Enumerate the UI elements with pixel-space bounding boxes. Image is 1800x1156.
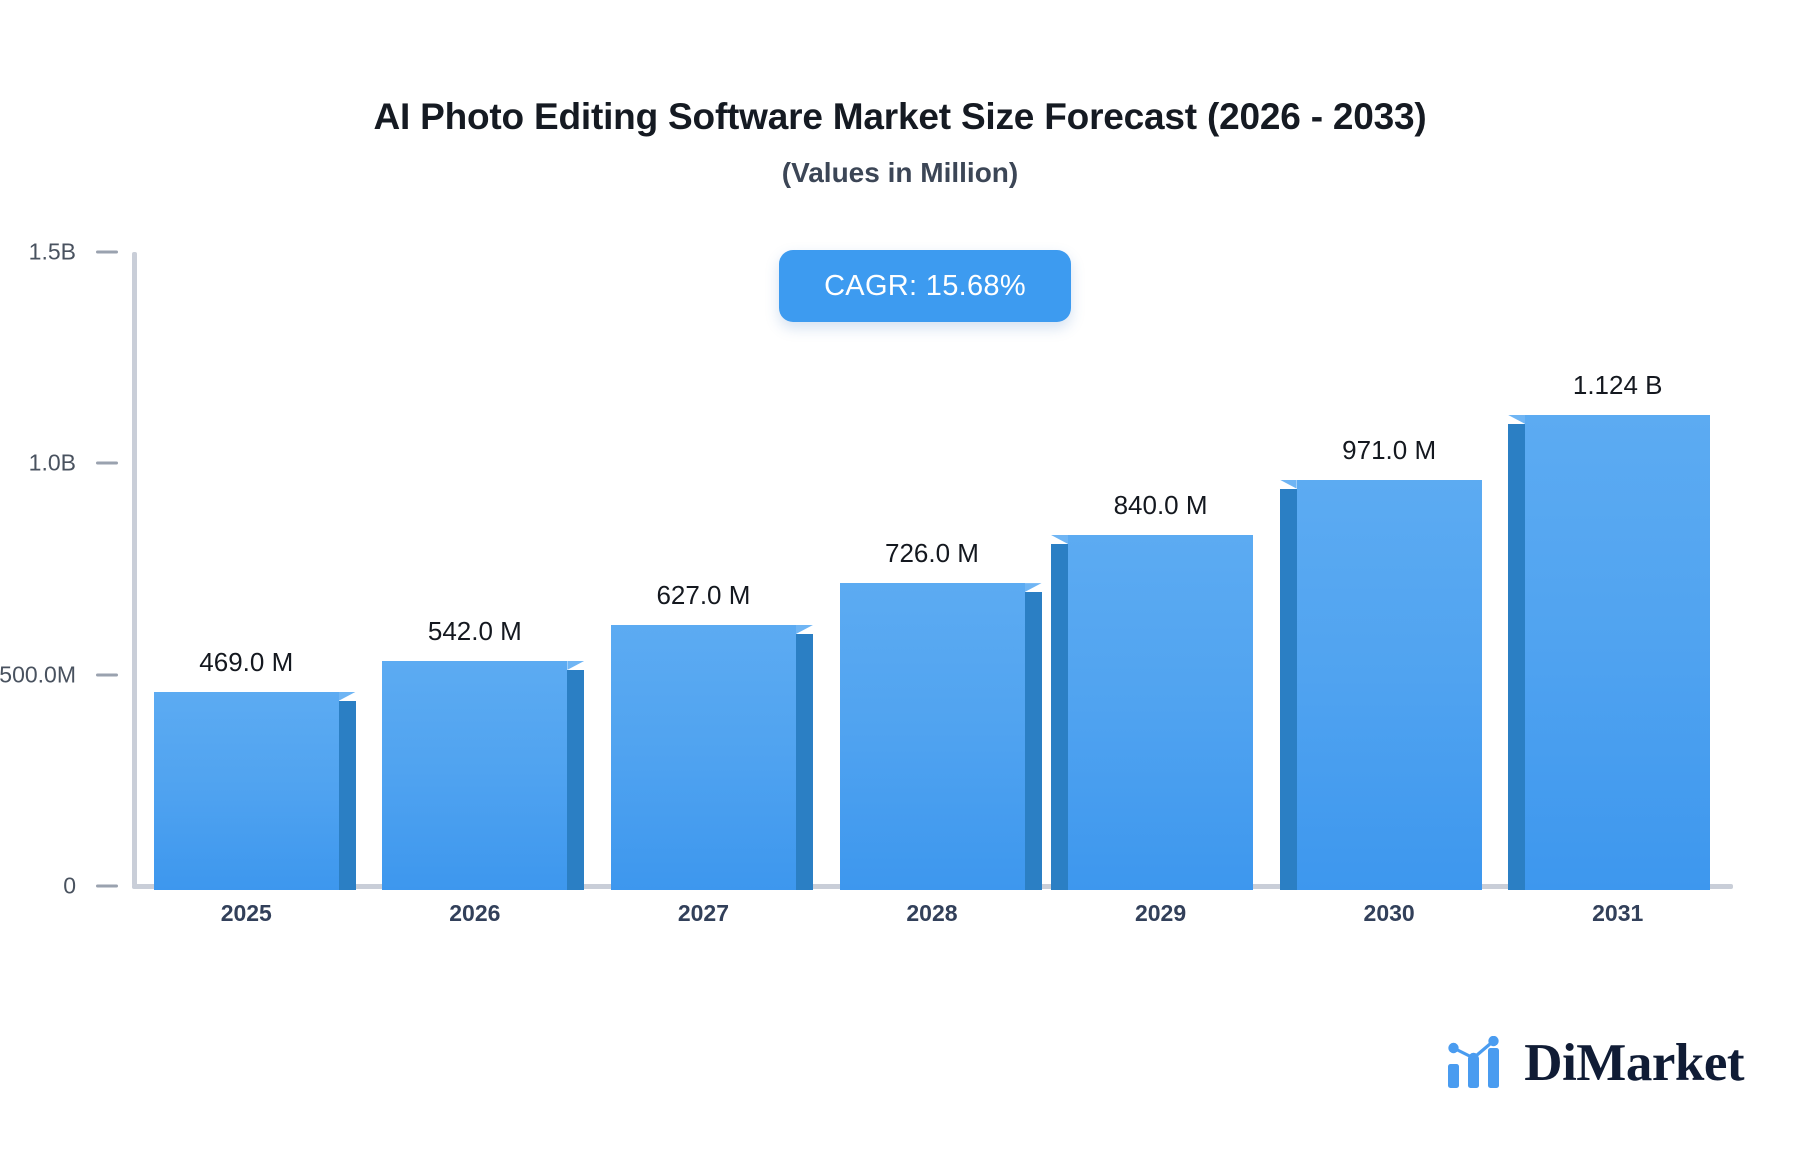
bar-front-face [1296, 479, 1482, 890]
y-axis-tick-mark [96, 884, 118, 888]
brand-watermark: DiMarket [1446, 1036, 1744, 1090]
y-axis-tick-label: 0 [63, 872, 76, 899]
bar-2031[interactable]: 1.124 B [1508, 370, 1711, 890]
bar-value-label: 840.0 M [1113, 489, 1208, 520]
bar-front-face [1525, 414, 1711, 890]
x-axis-label-2025: 2025 [220, 900, 272, 926]
y-axis-tick-label: 1.5B [28, 238, 76, 265]
x-axis-label-2031: 2031 [1592, 900, 1644, 926]
bar-value-label: 469.0 M [199, 646, 294, 677]
bar-side-face [1051, 543, 1069, 890]
bar-2026[interactable]: 542.0 M [382, 616, 585, 890]
chart-title: AI Photo Editing Software Market Size Fo… [373, 96, 1427, 137]
bar-value-label: 542.0 M [427, 615, 522, 646]
bar-2025[interactable]: 469.0 M [153, 647, 356, 890]
bar-front-face [382, 660, 568, 890]
bar-top-face [795, 625, 813, 634]
y-axis-tick-label: 500.0M [0, 661, 76, 688]
x-axis-label-2027: 2027 [677, 900, 729, 926]
cagr-badge-label: CAGR: 15.68% [824, 269, 1026, 302]
cagr-badge: CAGR: 15.68% [779, 250, 1071, 322]
bar-side-face [795, 634, 813, 890]
x-axis-label-2028: 2028 [906, 900, 958, 926]
bar-front-face [839, 583, 1025, 890]
bar-2030[interactable]: 971.0 M [1279, 435, 1482, 890]
chart-subtitle: (Values in Million) [781, 156, 1019, 188]
title-block: AI Photo Editing Software Market Size Fo… [0, 96, 1800, 189]
bar-top-face [1279, 479, 1297, 489]
bar-front-face [1068, 534, 1254, 890]
bar-chart-trend-icon [1446, 1036, 1508, 1090]
bar-front-face [610, 625, 796, 890]
bar-top-face [567, 660, 585, 670]
bar-2027[interactable]: 627.0 M [610, 580, 813, 890]
bar-side-face [1279, 488, 1297, 890]
x-axis-label-2026: 2026 [449, 900, 501, 926]
bar-top-face [338, 691, 356, 701]
bar-top-face [1024, 583, 1042, 593]
y-axis-tick-mark [96, 461, 118, 465]
bar-value-label: 726.0 M [885, 538, 979, 569]
y-axis-tick-mark [96, 673, 118, 677]
brand-name: DiMarket [1524, 1033, 1744, 1092]
x-axis-label-2029: 2029 [1134, 900, 1187, 926]
bar-side-face [338, 700, 356, 890]
bar-side-face [1024, 592, 1042, 890]
x-axis-label-2030: 2030 [1363, 900, 1415, 926]
bar-value-label: 1.124 B [1572, 369, 1663, 400]
y-axis-tick-mark [96, 250, 118, 254]
bar-2028[interactable]: 726.0 M [839, 538, 1042, 890]
bar-value-label: 627.0 M [656, 580, 751, 610]
bar-front-face [153, 691, 339, 890]
bar-side-face [567, 669, 585, 890]
bar-2029[interactable]: 840.0 M [1051, 490, 1254, 890]
bar-side-face [1508, 423, 1526, 890]
plot-area: 469.0 M 542.0 M 627.0 M 726.0 M 840.0 M 971.0… [132, 248, 1732, 890]
bar-top-face [1051, 534, 1069, 544]
bar-value-label: 971.0 M [1342, 434, 1437, 465]
y-axis-line [132, 252, 137, 886]
y-axis-tick-label: 1.0B [28, 449, 76, 476]
bar-top-face [1508, 414, 1526, 424]
